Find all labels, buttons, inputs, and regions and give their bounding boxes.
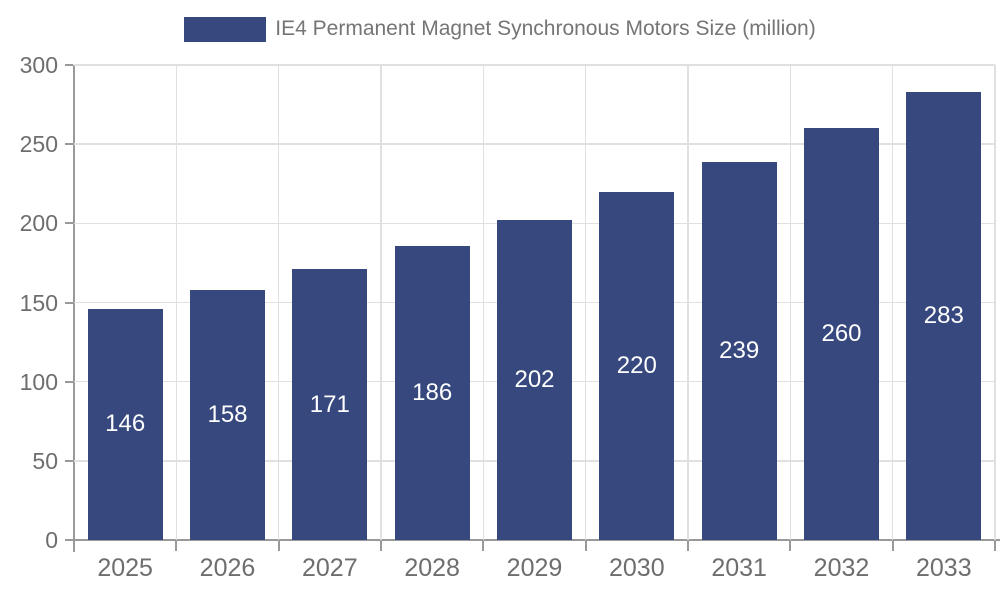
x-tick-label: 2032 bbox=[813, 554, 870, 582]
x-tick-label: 2030 bbox=[609, 554, 665, 582]
y-tick-label: 100 bbox=[19, 368, 58, 395]
y-axis-tick bbox=[65, 143, 73, 146]
y-tick-label: 200 bbox=[19, 210, 58, 237]
bar[interactable] bbox=[292, 269, 368, 540]
y-tick-label: 0 bbox=[45, 527, 58, 553]
x-axis-tick bbox=[789, 541, 792, 551]
gridline-vertical bbox=[789, 65, 792, 540]
y-axis-tick bbox=[65, 64, 73, 66]
x-axis-tick bbox=[73, 541, 75, 551]
legend-swatch-icon bbox=[184, 16, 267, 42]
gridline-horizontal bbox=[74, 64, 995, 66]
x-axis-tick bbox=[584, 541, 587, 551]
x-axis-tick bbox=[380, 541, 382, 551]
y-tick-label: 150 bbox=[19, 289, 58, 316]
x-axis-tick bbox=[277, 541, 280, 551]
x-axis-tick bbox=[994, 541, 996, 551]
x-axis-tick bbox=[687, 541, 689, 551]
y-axis-tick bbox=[65, 301, 73, 304]
chart-legend[interactable]: IE4 Permanent Magnet Synchronous Motors … bbox=[0, 14, 1000, 44]
x-axis-tick bbox=[891, 541, 894, 551]
bar[interactable] bbox=[906, 91, 982, 540]
bar[interactable] bbox=[496, 220, 573, 540]
gridline-vertical bbox=[994, 65, 996, 540]
gridline-vertical bbox=[277, 65, 280, 540]
gridline-vertical bbox=[175, 65, 178, 540]
y-axis-tick bbox=[65, 539, 73, 541]
x-tick-label: 2026 bbox=[199, 554, 256, 582]
x-axis-line bbox=[65, 539, 1000, 541]
x-tick-label: 2033 bbox=[916, 554, 972, 582]
x-tick-label: 2029 bbox=[506, 554, 563, 582]
x-tick-label: 2025 bbox=[97, 554, 153, 582]
gridline-vertical bbox=[891, 65, 894, 540]
bar[interactable] bbox=[701, 161, 777, 540]
bar[interactable] bbox=[87, 308, 163, 540]
gridline-vertical bbox=[380, 65, 382, 540]
x-tick-label: 2027 bbox=[302, 554, 358, 582]
bar[interactable] bbox=[189, 289, 266, 540]
legend-label: IE4 Permanent Magnet Synchronous Motors … bbox=[275, 17, 816, 40]
y-axis-tick bbox=[65, 459, 73, 462]
x-axis-tick bbox=[482, 541, 485, 551]
bar[interactable] bbox=[394, 245, 470, 540]
gridline-vertical bbox=[482, 65, 485, 540]
x-tick-label: 2031 bbox=[711, 554, 767, 582]
y-axis-line bbox=[73, 65, 75, 552]
plot-area: 146 158 171 186 202 220 239 260 283 bbox=[74, 64, 996, 540]
y-axis-tick bbox=[65, 222, 73, 225]
y-axis-tick bbox=[65, 380, 73, 383]
gridline-vertical bbox=[687, 65, 689, 540]
x-tick-label: 2028 bbox=[404, 554, 460, 582]
y-tick-label: 300 bbox=[19, 52, 58, 78]
gridline-vertical bbox=[584, 65, 587, 540]
y-tick-label: 50 bbox=[32, 447, 58, 474]
y-tick-label: 250 bbox=[19, 131, 58, 158]
x-axis-tick bbox=[175, 541, 178, 551]
bar[interactable] bbox=[803, 128, 880, 540]
bar[interactable] bbox=[599, 191, 675, 540]
